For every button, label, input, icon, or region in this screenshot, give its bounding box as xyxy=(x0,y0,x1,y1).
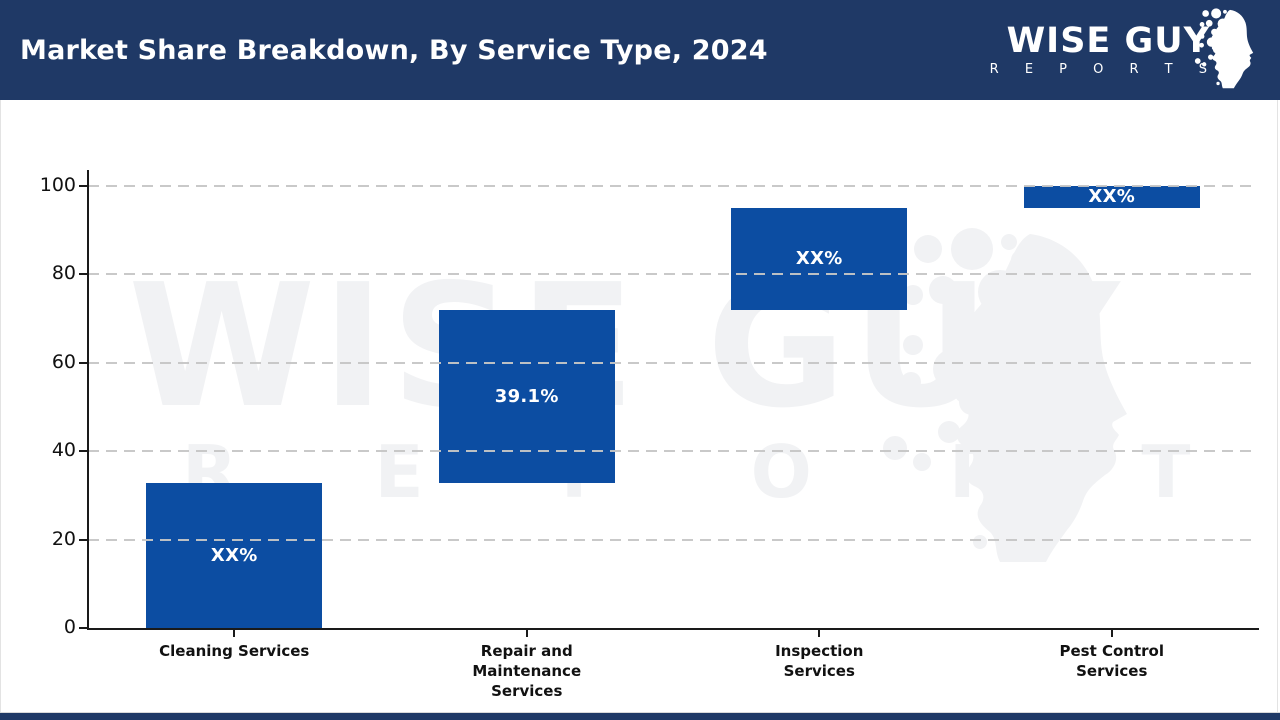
gridline xyxy=(88,361,1258,364)
bar-value-label: XX% xyxy=(1088,186,1136,208)
wise-guy-reports-logo: WISE GUY R E P O R T S xyxy=(990,7,1266,93)
header-bar: Market Share Breakdown, By Service Type,… xyxy=(0,0,1280,100)
logo-wordmark-line1: WISE GUY xyxy=(1006,21,1210,61)
category-label-line: Pest Control xyxy=(1059,642,1165,660)
y-tick-label: 60 xyxy=(51,350,76,373)
logo-face-icon xyxy=(1194,8,1254,89)
bar-value-label: XX% xyxy=(795,248,843,270)
x-tick-mark xyxy=(818,630,821,637)
y-tick-mark xyxy=(79,185,87,187)
gridline xyxy=(88,538,1258,541)
category-label: Inspection Services xyxy=(699,641,939,681)
y-tick-label: 20 xyxy=(51,527,76,550)
logo-wordmark-line2: R E P O R T S xyxy=(989,62,1218,77)
bar-value-label: XX% xyxy=(210,545,258,566)
category-label-line: Repair and xyxy=(480,642,573,660)
bottom-divider xyxy=(0,712,1280,713)
y-tick-label: 80 xyxy=(51,262,76,285)
category-label: Repair and Maintenance Services xyxy=(407,641,647,701)
watermark-face-icon xyxy=(883,228,1127,562)
category-label-line: Inspection xyxy=(775,642,864,660)
gridline xyxy=(88,185,1258,187)
x-tick-mark xyxy=(233,630,236,637)
y-tick-label: 100 xyxy=(39,174,76,196)
y-tick-mark xyxy=(79,273,87,276)
x-tick-mark xyxy=(525,630,528,637)
bar-segment: XX% xyxy=(1023,186,1200,208)
bar-segment: XX% xyxy=(146,483,323,628)
y-tick-label: 40 xyxy=(51,439,76,462)
y-tick-mark xyxy=(79,361,87,364)
bar-segment: 39.1% xyxy=(438,310,615,483)
y-tick-label: 0 xyxy=(63,616,76,638)
bar-value-label: 39.1% xyxy=(494,386,559,408)
category-label: Cleaning Services xyxy=(114,641,354,661)
y-tick-mark xyxy=(79,450,87,453)
category-label-line: Maintenance xyxy=(472,662,582,680)
x-tick-mark xyxy=(1110,630,1113,637)
category-label: Pest Control Services xyxy=(992,641,1232,681)
gridline xyxy=(88,273,1258,276)
y-tick-mark xyxy=(79,627,87,629)
category-label-line: Cleaning Services xyxy=(159,642,310,660)
footer-bar xyxy=(0,713,1280,720)
category-label-line: Services xyxy=(783,662,855,680)
page-title: Market Share Breakdown, By Service Type,… xyxy=(20,34,768,66)
x-axis-line xyxy=(87,628,1259,630)
category-label-line: Services xyxy=(491,682,563,700)
logo-wordmark: WISE GUY R E P O R T S xyxy=(990,23,1210,77)
bar-segment: XX% xyxy=(731,207,908,311)
gridline xyxy=(88,450,1258,453)
y-axis-line xyxy=(87,170,89,630)
category-label-line: Services xyxy=(1076,662,1148,680)
y-tick-mark xyxy=(79,538,87,541)
